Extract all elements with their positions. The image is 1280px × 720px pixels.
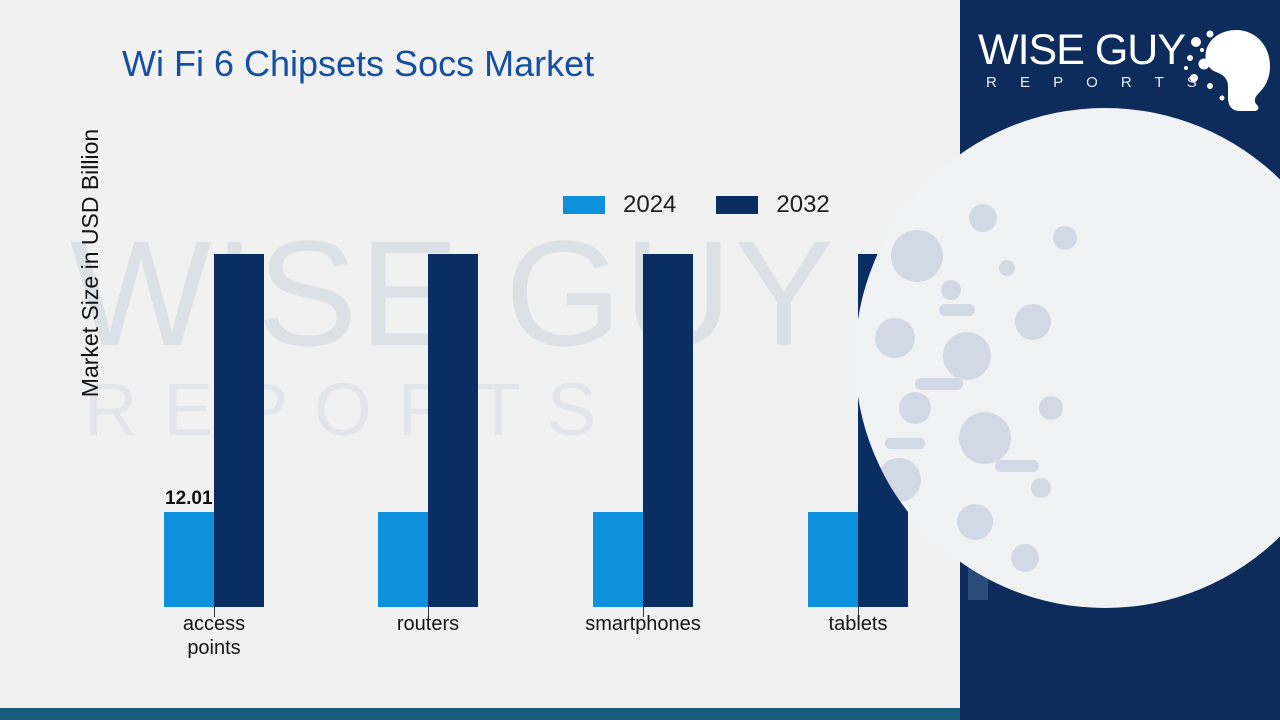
axis-tick <box>214 607 215 617</box>
plot-area: access points routers smartphones tablets 12… <box>164 254 908 659</box>
brand-logo: WISE GUY R E P O R T S <box>978 26 1270 118</box>
axis-tick <box>858 607 859 617</box>
page-title: Wi Fi 6 Chipsets Socs Market <box>122 43 595 84</box>
legend-swatch-2024 <box>563 196 605 214</box>
legend-swatch-2032 <box>716 196 759 214</box>
brand-logo-subtitle: R E P O R T S <box>986 74 1207 91</box>
brain-network-dots-icon <box>865 204 1077 588</box>
x-axis-label-smartphones: smartphones <box>585 613 701 635</box>
legend-label-2024: 2024 <box>623 191 677 218</box>
bar-access-points-2024[interactable] <box>164 512 214 607</box>
bar-smartphones-2032[interactable] <box>643 254 693 607</box>
bar-access-points-2032[interactable] <box>214 254 264 607</box>
bottom-accent-strip <box>0 708 960 720</box>
axis-tick <box>643 607 644 617</box>
x-axis-label-routers: routers <box>396 613 460 635</box>
brand-panel-bottom <box>960 700 1280 720</box>
bar-tablets-2024[interactable] <box>808 512 858 607</box>
legend-item-2032[interactable]: 2032 <box>716 191 830 218</box>
bar-value-label: 12.01 <box>165 488 213 510</box>
bar-routers-2024[interactable] <box>378 512 428 607</box>
bar-smartphones-2024[interactable] <box>593 512 643 607</box>
brand-logo-word: WISE GUY <box>978 26 1186 74</box>
x-axis-label-tablets: tablets <box>828 613 888 635</box>
chart-legend: 2024 2032 <box>563 192 830 218</box>
legend-item-2024[interactable]: 2024 <box>563 192 676 218</box>
bar-routers-2032[interactable] <box>428 254 478 607</box>
dotted-head-profile-icon <box>1184 30 1270 111</box>
brain-circle-backdrop <box>855 108 1280 608</box>
legend-label-2032: 2032 <box>776 191 830 218</box>
axis-tick <box>428 607 429 617</box>
x-axis-label-access-points: access points <box>182 613 246 659</box>
